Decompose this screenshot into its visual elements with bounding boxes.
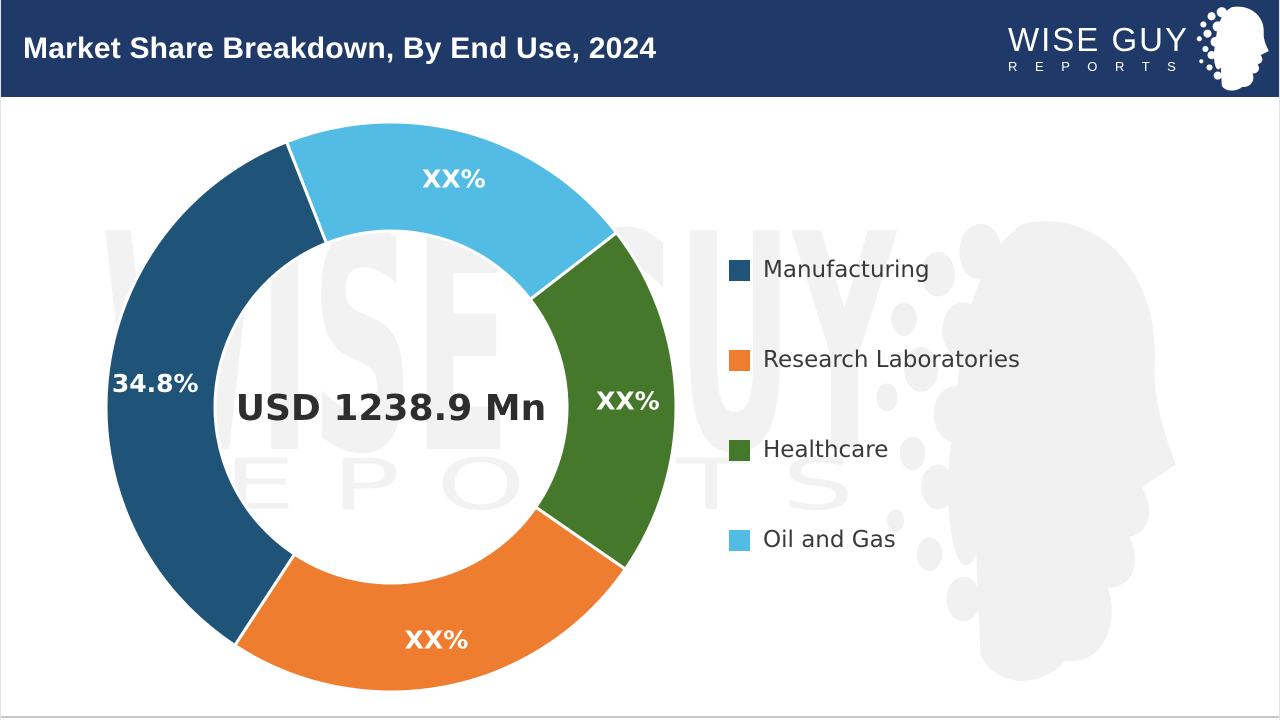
donut-center-value: USD 1238.9 Mn: [236, 388, 546, 429]
legend-swatch-manufacturing: [729, 259, 750, 281]
wiseguy-logo-subtitle: R E P O R T S: [1007, 59, 1183, 74]
donut-segment-manufacturing: [105, 140, 328, 647]
legend-swatch-healthcare: [729, 439, 750, 461]
chart-area: WISE GUY R E P O R T S 34.8% XX% XX% XX% USD…: [1, 97, 1279, 720]
legend-label-oil-and-gas: Oil and Gas: [763, 527, 896, 553]
segment-value-label: XX%: [422, 165, 486, 194]
header-bar: Market Share Breakdown, By End Use, 2024…: [1, 0, 1279, 97]
legend-item-oil-and-gas: Oil and Gas: [729, 515, 1020, 565]
donut-segment-healthcare: [528, 231, 677, 571]
legend-label-manufacturing: Manufacturing: [763, 257, 930, 283]
legend-item-healthcare: Healthcare: [729, 425, 1020, 475]
donut-segment-research-laboratories: [233, 505, 627, 693]
legend-swatch-research-laboratories: [729, 349, 750, 371]
wiseguy-logo-text: WISE GUY R E P O R T S: [1008, 23, 1189, 74]
legend-item-manufacturing: Manufacturing: [729, 245, 1020, 295]
legend-label-healthcare: Healthcare: [763, 437, 889, 463]
legend-swatch-oil-and-gas: [729, 529, 750, 551]
legend-label-research-laboratories: Research Laboratories: [763, 347, 1021, 373]
wiseguy-logo-wordmark: WISE GUY: [1007, 21, 1189, 58]
donut-segment-oil-and-gas: [285, 121, 618, 301]
watermark-face: [876, 221, 1176, 681]
legend-item-research-laboratories: Research Laboratories: [729, 335, 1020, 385]
wiseguy-logo: WISE GUY R E P O R T S: [1008, 4, 1271, 94]
chart-legend: Manufacturing Research Laboratories Heal…: [729, 245, 1020, 605]
page-title: Market Share Breakdown, By End Use, 2024: [23, 31, 657, 65]
segment-value-label: XX%: [405, 626, 469, 655]
bottom-border: [1, 716, 1279, 718]
donut-chart: 34.8% XX% XX% XX% USD 1238.9 Mn: [105, 121, 677, 693]
segment-value-label: XX%: [596, 387, 660, 416]
segment-value-label: 34.8%: [112, 369, 199, 398]
wiseguy-logo-face-icon: [1196, 6, 1269, 91]
